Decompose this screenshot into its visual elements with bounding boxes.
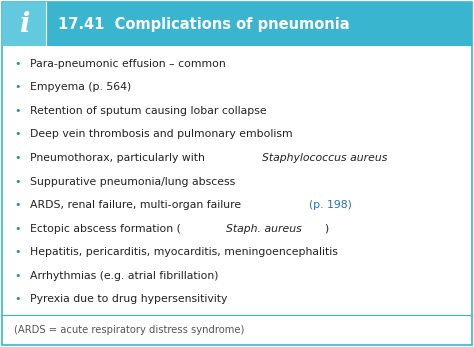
Text: •: • xyxy=(15,59,21,69)
Bar xyxy=(2,2,472,46)
Text: Staph. aureus: Staph. aureus xyxy=(226,223,301,234)
Text: •: • xyxy=(15,177,21,186)
Text: Empyema (p. 564): Empyema (p. 564) xyxy=(30,82,131,92)
Text: Ectopic abscess formation (: Ectopic abscess formation ( xyxy=(30,223,181,234)
Text: ): ) xyxy=(324,223,328,234)
Text: 17.41  Complications of pneumonia: 17.41 Complications of pneumonia xyxy=(58,17,350,32)
Text: Staphylococcus aureus: Staphylococcus aureus xyxy=(262,153,387,163)
Text: •: • xyxy=(15,247,21,257)
Text: •: • xyxy=(15,129,21,139)
Text: Para-pneumonic effusion – common: Para-pneumonic effusion – common xyxy=(30,59,226,69)
Text: ARDS, renal failure, multi-organ failure: ARDS, renal failure, multi-organ failure xyxy=(30,200,245,210)
Text: (ARDS = acute respiratory distress syndrome): (ARDS = acute respiratory distress syndr… xyxy=(14,325,245,335)
Text: Suppurative pneumonia/lung abscess: Suppurative pneumonia/lung abscess xyxy=(30,177,235,186)
Bar xyxy=(2,2,46,46)
Text: •: • xyxy=(15,294,21,304)
Text: •: • xyxy=(15,200,21,210)
Text: Retention of sputum causing lobar collapse: Retention of sputum causing lobar collap… xyxy=(30,106,266,116)
Text: •: • xyxy=(15,106,21,116)
Text: •: • xyxy=(15,82,21,92)
Text: Hepatitis, pericarditis, myocarditis, meningoencephalitis: Hepatitis, pericarditis, myocarditis, me… xyxy=(30,247,338,257)
Text: (p. 198): (p. 198) xyxy=(309,200,352,210)
Text: Deep vein thrombosis and pulmonary embolism: Deep vein thrombosis and pulmonary embol… xyxy=(30,129,292,139)
Text: Pneumothorax, particularly with: Pneumothorax, particularly with xyxy=(30,153,209,163)
Text: •: • xyxy=(15,271,21,281)
Text: •: • xyxy=(15,223,21,234)
Text: i: i xyxy=(19,10,29,37)
Text: Arrhythmias (e.g. atrial fibrillation): Arrhythmias (e.g. atrial fibrillation) xyxy=(30,271,219,281)
Text: •: • xyxy=(15,153,21,163)
Text: Pyrexia due to drug hypersensitivity: Pyrexia due to drug hypersensitivity xyxy=(30,294,228,304)
